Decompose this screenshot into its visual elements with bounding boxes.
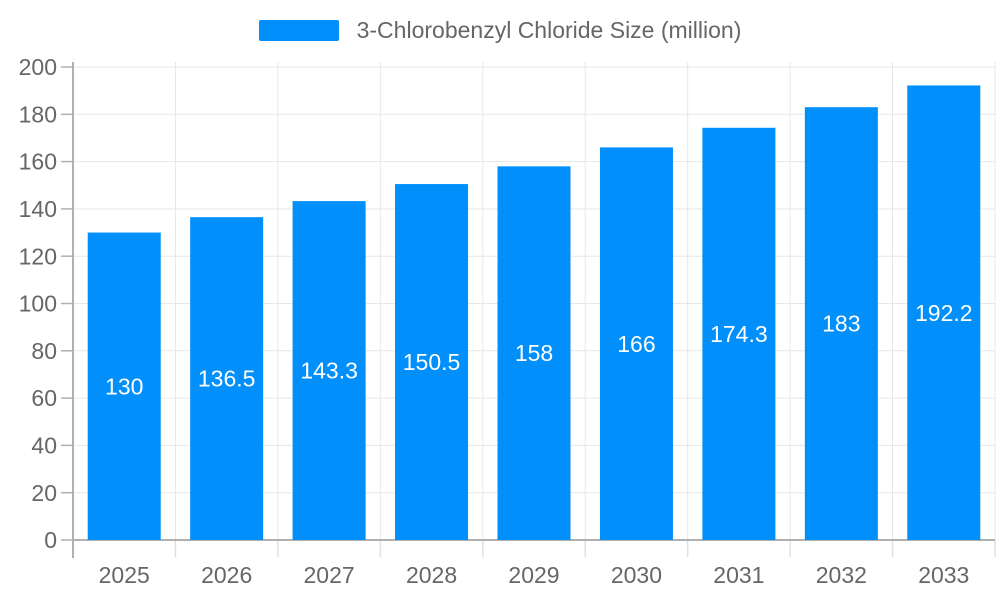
- y-axis-label: 180: [19, 101, 57, 127]
- x-axis-label: 2029: [508, 562, 559, 588]
- bar-value-label: 192.2: [915, 300, 973, 326]
- legend-label: 3-Chlorobenzyl Chloride Size (million): [356, 17, 742, 43]
- y-axis-label: 80: [31, 338, 57, 364]
- x-axis-label: 2026: [201, 562, 252, 588]
- x-axis-label: 2033: [918, 562, 969, 588]
- y-axis-label: 40: [31, 432, 57, 458]
- y-axis-label: 100: [19, 291, 57, 317]
- bar[interactable]: [907, 85, 981, 541]
- y-axis-label: 160: [19, 149, 57, 175]
- bar-value-label: 136.5: [198, 366, 256, 392]
- y-axis-label: 20: [31, 480, 57, 506]
- bar[interactable]: [599, 147, 673, 540]
- x-axis-label: 2030: [611, 562, 662, 588]
- legend-swatch: [258, 20, 339, 41]
- x-axis-label: 2032: [816, 562, 867, 588]
- bar[interactable]: [804, 107, 878, 540]
- x-axis-label: 2031: [713, 562, 764, 588]
- bar[interactable]: [702, 127, 776, 540]
- x-axis-label: 2028: [406, 562, 457, 588]
- bar[interactable]: [497, 166, 571, 540]
- y-axis-label: 60: [31, 385, 57, 411]
- bar[interactable]: [292, 201, 366, 540]
- y-axis-label: 200: [19, 54, 57, 80]
- bar-value-label: 130: [105, 373, 143, 399]
- x-axis-label: 2027: [304, 562, 355, 588]
- bar-value-label: 158: [515, 340, 553, 366]
- bar-value-label: 166: [617, 331, 655, 357]
- bar-value-label: 143.3: [300, 358, 358, 384]
- bar[interactable]: [87, 232, 161, 541]
- y-axis-label: 140: [19, 196, 57, 222]
- y-axis-label: 0: [44, 527, 57, 553]
- bar-value-label: 150.5: [403, 349, 461, 375]
- bar[interactable]: [395, 184, 469, 540]
- bar-value-label: 174.3: [710, 321, 768, 347]
- bar-value-label: 183: [822, 311, 860, 337]
- y-axis-label: 120: [19, 243, 57, 269]
- bar[interactable]: [190, 217, 264, 541]
- x-axis-label: 2025: [99, 562, 150, 588]
- chart-legend[interactable]: 3-Chlorobenzyl Chloride Size (million): [0, 19, 1000, 42]
